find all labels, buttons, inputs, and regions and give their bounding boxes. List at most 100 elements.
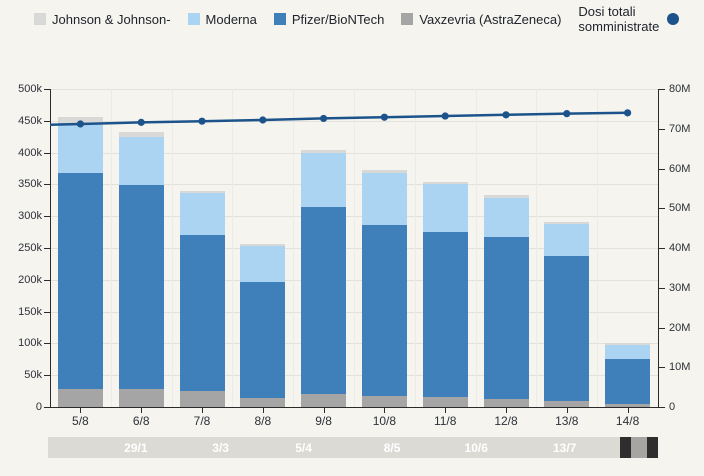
- bar-segment-14/8[interactable]: [605, 359, 651, 405]
- bar-segment-13/8[interactable]: [544, 400, 590, 407]
- y-axis-right-label: 20M: [669, 321, 691, 334]
- x-axis-tick: [506, 408, 507, 413]
- y-axis-right-label: 80M: [669, 83, 691, 95]
- gridline-v: [293, 89, 295, 407]
- bar-segment-14/8[interactable]: [605, 343, 651, 345]
- gridline-v: [354, 89, 355, 407]
- x-axis-label: 12/8: [494, 414, 518, 428]
- navigator-thumb[interactable]: [620, 437, 658, 458]
- legend-item[interactable]: Vaxzevria (AstraZeneca): [401, 12, 561, 27]
- bar-segment-8/8[interactable]: [240, 281, 286, 399]
- x-axis-tick: [384, 408, 386, 413]
- bar-segment-11/8[interactable]: [422, 184, 468, 233]
- bar-segment-12/8[interactable]: [483, 398, 529, 407]
- total-doses-point[interactable]: [563, 110, 571, 118]
- bar-segment-7/8[interactable]: [179, 391, 225, 407]
- y-axis-left-tick: [44, 279, 50, 281]
- bar-segment-8/8[interactable]: [240, 244, 286, 247]
- bar-segment-5/8[interactable]: [57, 388, 103, 407]
- bar-segment-14/8[interactable]: [605, 344, 651, 360]
- legend-label: Pfizer/BioNTech: [291, 11, 385, 27]
- gridline-v: [536, 89, 538, 407]
- bar-segment-9/8[interactable]: [301, 393, 347, 407]
- navigator-left-handle[interactable]: [620, 437, 631, 458]
- bar-segment-13/8[interactable]: [544, 221, 590, 224]
- legend-label: Dosi totali somministrate: [578, 4, 660, 34]
- legend-label: Johnson & Johnson-: [52, 11, 171, 27]
- gridline-v: [597, 89, 599, 407]
- bar-segment-14/8[interactable]: [605, 404, 651, 407]
- y-axis-left-tick: [44, 375, 50, 377]
- bar-segment-7/8[interactable]: [179, 193, 225, 236]
- y-axis-left-label: 100k: [18, 337, 42, 350]
- y-axis-right-label: 10M: [669, 361, 691, 374]
- bar-segment-11/8[interactable]: [422, 232, 468, 398]
- y-axis-left-tick: [44, 216, 50, 218]
- bar-segment-13/8[interactable]: [544, 256, 590, 401]
- line-series-dot-icon: [667, 13, 680, 25]
- legend-label: Moderna: [205, 11, 257, 27]
- x-axis-label: 8/8: [254, 414, 272, 428]
- total-doses-point[interactable]: [441, 112, 449, 120]
- x-axis-label: 7/8: [193, 414, 211, 428]
- bar-segment-12/8[interactable]: [483, 195, 529, 198]
- bar-segment-10/8[interactable]: [361, 225, 407, 397]
- bar-segment-8/8[interactable]: [240, 246, 286, 282]
- bar-segment-8/8[interactable]: [240, 398, 286, 407]
- bar-segment-6/8[interactable]: [118, 389, 164, 407]
- bar-segment-9/8[interactable]: [301, 153, 347, 208]
- y-axis-left-label: 200k: [18, 273, 42, 286]
- x-axis-label: 11/8: [433, 414, 457, 428]
- y-axis-right-tick: [659, 208, 665, 210]
- bar-segment-12/8[interactable]: [483, 197, 529, 238]
- legend-item[interactable]: Johnson & Johnson-: [34, 12, 171, 27]
- total-doses-line[interactable]: [49, 111, 628, 127]
- bar-segment-11/8[interactable]: [422, 397, 468, 407]
- bar-segment-7/8[interactable]: [179, 190, 225, 194]
- date-range-navigator[interactable]: 29/1 3/3 5/4 8/5 10/6 13/7: [48, 437, 658, 458]
- bar-segment-6/8[interactable]: [118, 136, 164, 186]
- x-axis-tick: [202, 408, 203, 413]
- navigator-thumb-grip[interactable]: [631, 437, 647, 458]
- y-axis-left-label: 150k: [18, 305, 42, 318]
- legend-item[interactable]: Pfizer/BioNTech: [273, 11, 385, 27]
- y-axis-left-tick: [44, 152, 50, 154]
- y-axis-right-line: [658, 89, 659, 407]
- bar-segment-6/8[interactable]: [118, 185, 164, 390]
- y-axis-left-label: 0: [35, 401, 42, 413]
- y-axis-left-tick: [44, 120, 50, 122]
- bar-segment-9/8[interactable]: [301, 207, 347, 394]
- y-axis-right-tick: [659, 407, 665, 408]
- total-doses-point[interactable]: [380, 113, 388, 121]
- x-axis-label: 13/8: [555, 414, 579, 428]
- bar-segment-6/8[interactable]: [118, 131, 164, 137]
- y-axis-right-label: 60M: [669, 162, 691, 175]
- navigator-right-handle[interactable]: [647, 437, 658, 458]
- x-axis-tick: [445, 408, 447, 413]
- bar-segment-5/8[interactable]: [57, 172, 103, 389]
- y-axis-left-label: 350k: [18, 178, 42, 191]
- bar-segment-9/8[interactable]: [301, 150, 347, 154]
- series-swatch-icon: [273, 13, 286, 25]
- gridline-v: [110, 89, 112, 407]
- y-axis-left-tick: [44, 407, 50, 408]
- bar-segment-5/8[interactable]: [57, 123, 103, 173]
- bar-segment-10/8[interactable]: [361, 172, 407, 226]
- y-axis-left-tick: [44, 248, 50, 249]
- bar-segment-12/8[interactable]: [483, 237, 529, 399]
- bar-segment-10/8[interactable]: [361, 170, 407, 173]
- navigator-date-label: 29/1: [124, 440, 148, 455]
- gridline-v: [414, 89, 416, 407]
- bar-segment-11/8[interactable]: [422, 181, 468, 185]
- bar-segment-10/8[interactable]: [361, 396, 407, 407]
- bar-segment-7/8[interactable]: [179, 235, 225, 392]
- y-axis-left-tick: [44, 343, 50, 345]
- bar-segment-5/8[interactable]: [57, 116, 103, 124]
- y-axis-left-label: 50k: [24, 369, 42, 382]
- total-doses-point[interactable]: [624, 109, 632, 117]
- total-doses-point[interactable]: [502, 111, 510, 119]
- legend-item[interactable]: Moderna: [187, 11, 257, 27]
- y-axis-left-label: 250k: [18, 242, 42, 254]
- legend-item-dosi-totali[interactable]: Dosi totali somministrate: [578, 4, 680, 34]
- bar-segment-13/8[interactable]: [544, 223, 590, 257]
